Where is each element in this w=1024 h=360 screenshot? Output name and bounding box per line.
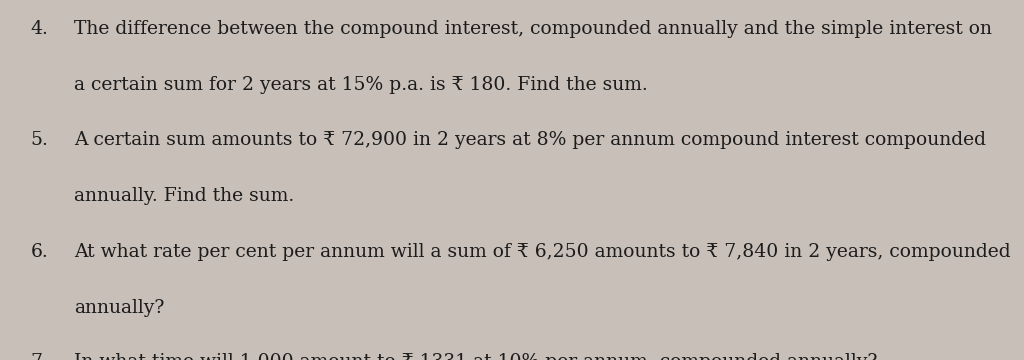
Text: 6.: 6. xyxy=(31,243,48,261)
Text: annually. Find the sum.: annually. Find the sum. xyxy=(74,187,294,205)
Text: A certain sum amounts to ₹ 72,900 in 2 years at 8% per annum compound interest c: A certain sum amounts to ₹ 72,900 in 2 y… xyxy=(74,131,986,149)
Text: The difference between the compound interest, compounded annually and the simple: The difference between the compound inte… xyxy=(74,20,991,38)
Text: 7.: 7. xyxy=(31,353,48,360)
Text: a certain sum for 2 years at 15% p.a. is ₹ 180. Find the sum.: a certain sum for 2 years at 15% p.a. is… xyxy=(74,76,647,94)
Text: In what time will 1,000 amount to ₹ 1331 at 10% per annum, compounded annually?: In what time will 1,000 amount to ₹ 1331… xyxy=(74,353,878,360)
Text: 5.: 5. xyxy=(31,131,48,149)
Text: At what rate per cent per annum will a sum of ₹ 6,250 amounts to ₹ 7,840 in 2 ye: At what rate per cent per annum will a s… xyxy=(74,243,1011,261)
Text: annually?: annually? xyxy=(74,299,164,317)
Text: 4.: 4. xyxy=(31,20,48,38)
